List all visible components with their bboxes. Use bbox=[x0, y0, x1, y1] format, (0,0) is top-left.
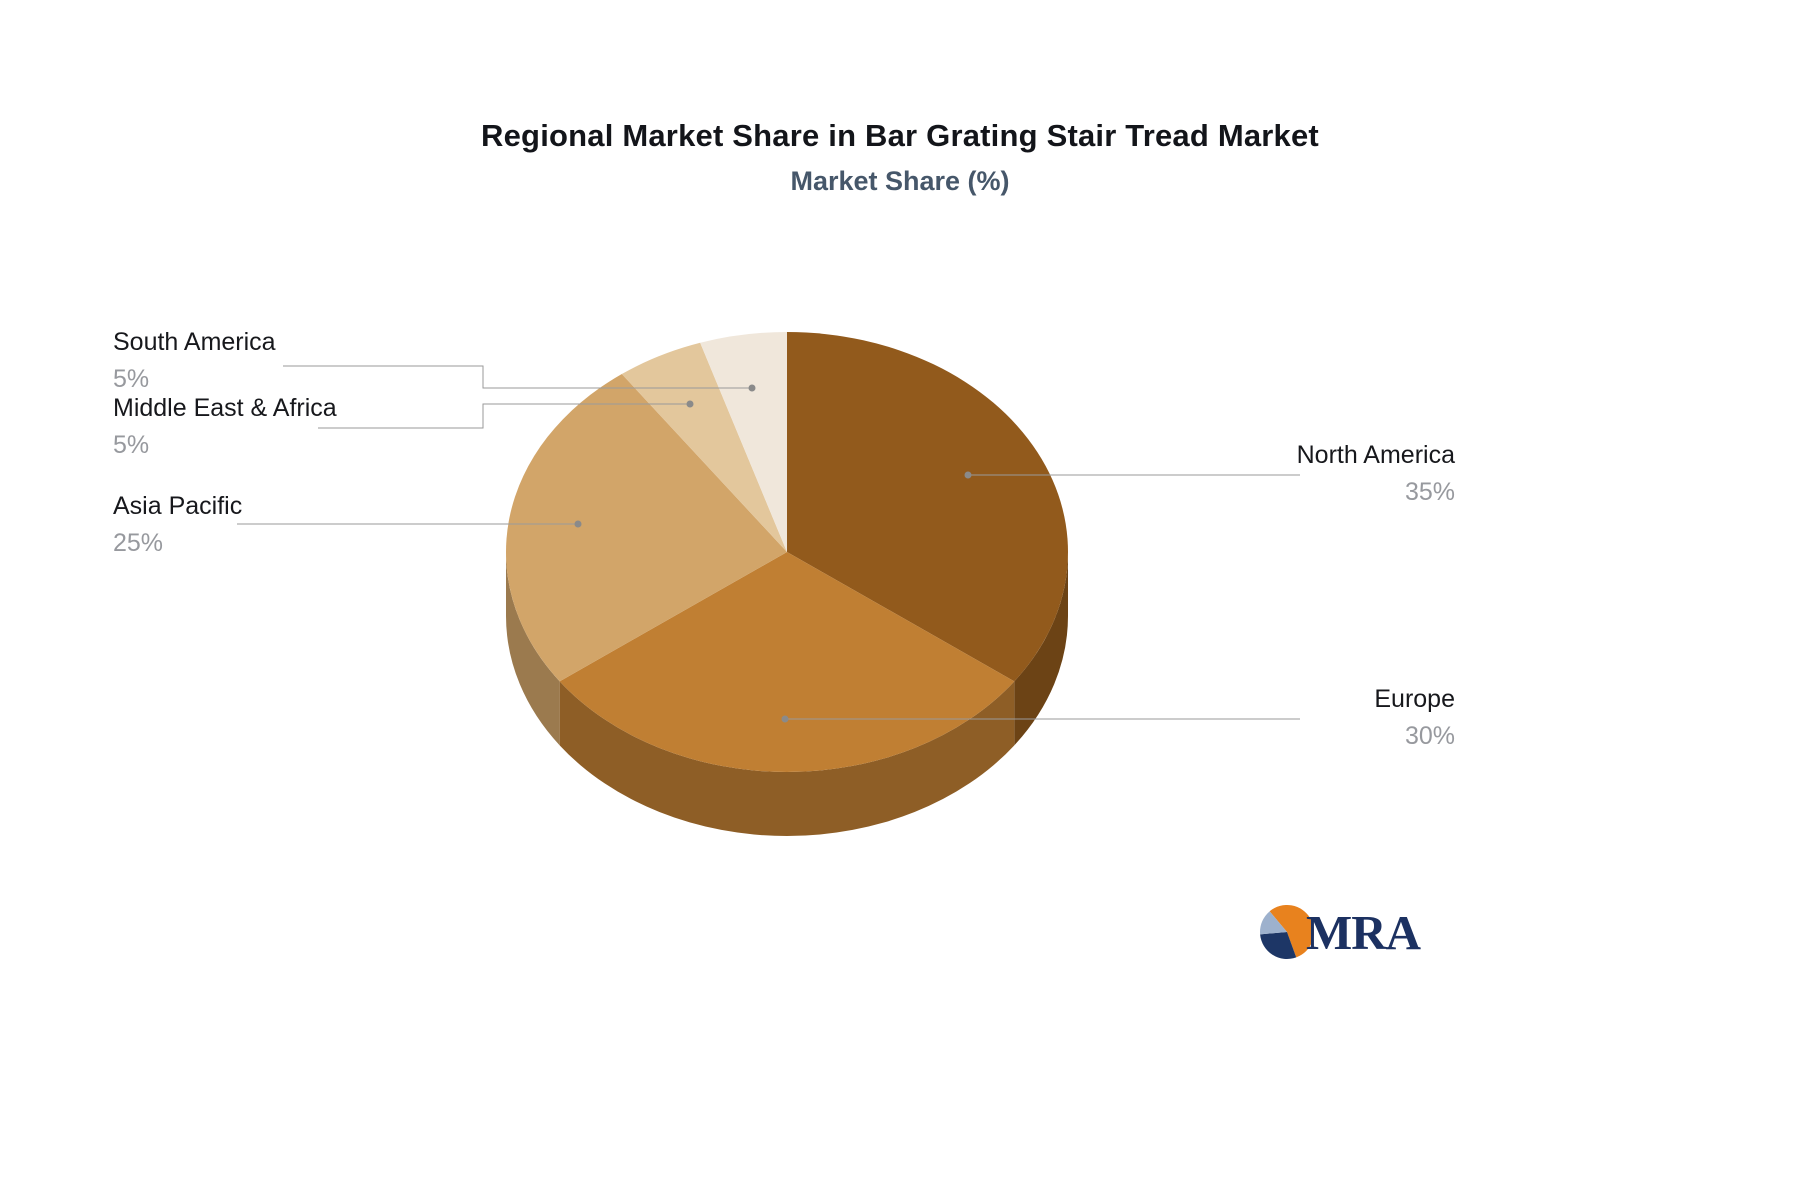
brand-logo-mark bbox=[1260, 904, 1315, 959]
logo-navy-segment bbox=[1260, 932, 1297, 959]
leader-dot-south-america bbox=[748, 384, 756, 392]
label-north-america: North America bbox=[1296, 441, 1455, 469]
chart-title: Regional Market Share in Bar Grating Sta… bbox=[481, 118, 1319, 153]
label-asia-pacific: Asia Pacific bbox=[113, 492, 243, 520]
value-asia-pacific: 25% bbox=[113, 529, 164, 557]
pie-slice-side-north-america bbox=[1014, 552, 1068, 746]
pie-slice-asia-pacific[interactable] bbox=[506, 374, 787, 682]
leader-dot-asia-pacific bbox=[574, 520, 582, 528]
pie-slice-europe[interactable] bbox=[559, 552, 1015, 772]
chart-subtitle: Market Share (%) bbox=[790, 166, 1010, 196]
pie-slice-side-europe bbox=[559, 681, 1015, 836]
value-middle-east-africa: 5% bbox=[113, 431, 150, 459]
leader-line-south-america bbox=[283, 365, 752, 389]
value-south-america: 5% bbox=[113, 365, 150, 393]
logo-orange-segment bbox=[1269, 904, 1315, 958]
leader-dot-europe bbox=[781, 715, 789, 723]
label-south-america: South America bbox=[113, 328, 276, 356]
leader-dot-north-america bbox=[964, 471, 972, 479]
leader-line-middle-east-africa bbox=[318, 403, 690, 429]
pie-slice-middle-east-africa[interactable] bbox=[621, 342, 787, 552]
leader-dot-middle-east-africa bbox=[686, 400, 694, 408]
value-europe: 30% bbox=[1404, 722, 1455, 750]
logo-light-segment bbox=[1260, 911, 1287, 935]
brand-logo: MRA bbox=[1258, 903, 1421, 961]
value-north-america: 35% bbox=[1404, 478, 1455, 506]
pie-slice-south-america[interactable] bbox=[700, 332, 787, 552]
pie-slice-north-america[interactable] bbox=[787, 332, 1068, 682]
pie-slice-side-asia-pacific bbox=[506, 552, 560, 746]
brand-logo-text: MRA bbox=[1306, 904, 1421, 960]
label-europe: Europe bbox=[1374, 685, 1455, 713]
label-middle-east-africa: Middle East & Africa bbox=[113, 394, 337, 422]
